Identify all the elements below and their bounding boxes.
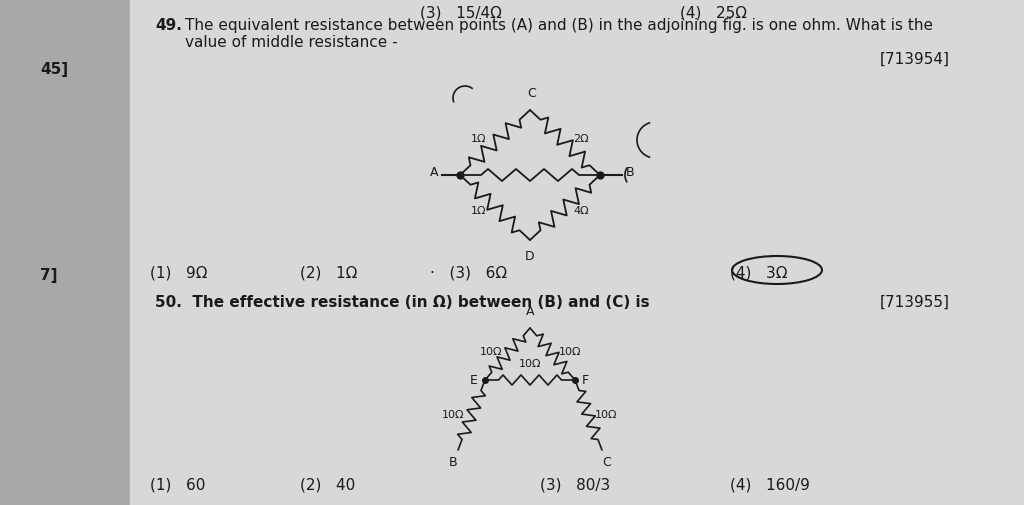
Text: 45]: 45]	[40, 62, 69, 77]
Text: C: C	[603, 456, 611, 469]
Text: 10Ω: 10Ω	[559, 347, 582, 357]
Text: value of middle resistance -: value of middle resistance -	[185, 35, 397, 50]
Text: B: B	[626, 167, 635, 179]
Text: 10Ω: 10Ω	[442, 410, 465, 420]
Text: 10Ω: 10Ω	[480, 347, 503, 357]
Text: E: E	[470, 374, 478, 386]
Text: A: A	[429, 167, 438, 179]
Bar	[130, 0, 1024, 505]
Text: (2)   40: (2) 40	[300, 478, 355, 493]
Text: ·   (3)   6Ω: · (3) 6Ω	[430, 265, 507, 280]
Text: 7]: 7]	[40, 268, 57, 283]
Text: 2Ω: 2Ω	[573, 134, 589, 144]
Text: [713954]: [713954]	[880, 52, 950, 67]
Text: (3)   15/4Ω: (3) 15/4Ω	[420, 5, 502, 20]
Text: (4)   3Ω: (4) 3Ω	[730, 265, 787, 280]
Text: (3)   80/3: (3) 80/3	[540, 478, 610, 493]
Text: 49.: 49.	[155, 18, 182, 33]
Text: (4)   25Ω: (4) 25Ω	[680, 5, 746, 20]
Text: C: C	[527, 87, 537, 100]
Text: 10Ω: 10Ω	[595, 410, 617, 420]
Text: F: F	[582, 374, 589, 386]
Text: 4Ω: 4Ω	[573, 206, 589, 216]
Text: B: B	[449, 456, 458, 469]
Text: 10Ω: 10Ω	[519, 359, 542, 369]
Text: (1)   60: (1) 60	[150, 478, 206, 493]
Text: 1Ω: 1Ω	[471, 134, 486, 144]
Text: D: D	[525, 250, 535, 263]
Text: 1Ω: 1Ω	[471, 206, 486, 216]
Bar	[0, 0, 130, 505]
Text: A: A	[525, 305, 535, 318]
Text: (2)   1Ω: (2) 1Ω	[300, 265, 357, 280]
Text: [713955]: [713955]	[880, 295, 950, 310]
Text: 50.  The effective resistance (in Ω) between (B) and (C) is: 50. The effective resistance (in Ω) betw…	[155, 295, 649, 310]
Text: The equivalent resistance between points (A) and (B) in the adjoining fig. is on: The equivalent resistance between points…	[185, 18, 933, 33]
Text: (4)   160/9: (4) 160/9	[730, 478, 810, 493]
Text: (1)   9Ω: (1) 9Ω	[150, 265, 208, 280]
